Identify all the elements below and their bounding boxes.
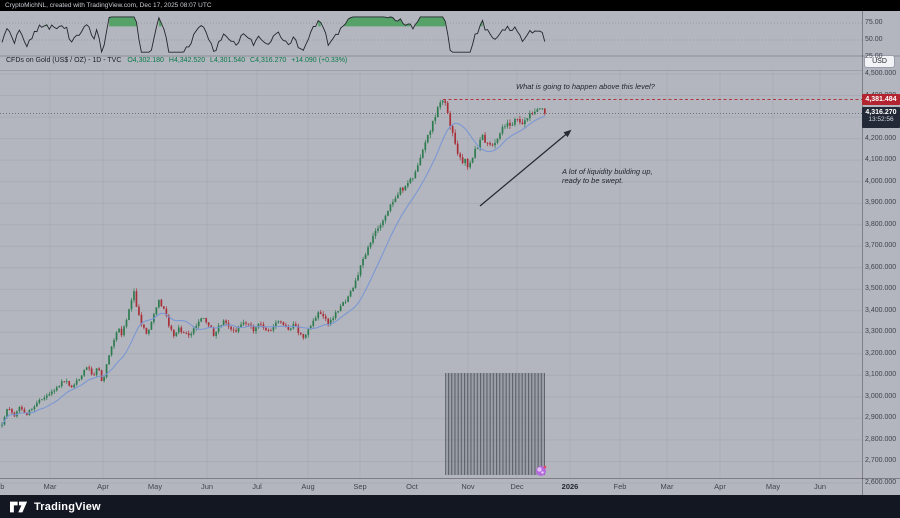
- time-tick-label: Nov: [461, 482, 475, 491]
- time-tick-label: Apr: [97, 482, 109, 491]
- price-tick-label: 3,800.000: [865, 220, 897, 228]
- price-tick-label: 4,200.000: [865, 134, 897, 142]
- indicator-tick-label: 50.00: [865, 36, 883, 43]
- time-tick-label: Oct: [406, 482, 418, 491]
- last-price-value: 4,316.270: [865, 109, 897, 116]
- tradingview-logo-text: TradingView: [34, 500, 101, 513]
- tradingview-logo[interactable]: TradingView: [10, 500, 101, 514]
- price-tick-label: 2,700.000: [865, 457, 897, 465]
- symbol-title[interactable]: CFDs on Gold (US$ / OZ) - 1D - TVC: [6, 57, 122, 64]
- attribution-bar: CryptoMichNL, created with TradingView.c…: [0, 0, 900, 11]
- time-tick-label: 2026: [561, 482, 579, 491]
- time-tick-label: May: [147, 482, 163, 491]
- price-tick-label: 3,200.000: [865, 349, 897, 357]
- time-tick-label: Jun: [813, 482, 827, 491]
- price-tick-label: 3,600.000: [865, 263, 897, 271]
- price-tick-label: 2,900.000: [865, 414, 897, 422]
- price-tick-label: 3,100.000: [865, 371, 897, 379]
- ohlc-low: L4,301.540: [210, 57, 246, 64]
- price-tick-label: 4,100.000: [865, 156, 897, 164]
- indicator-tick-label: 75.00: [865, 19, 883, 26]
- time-tick-label: Feb: [0, 482, 5, 491]
- time-tick-label: Feb: [613, 482, 627, 491]
- attribution-text: CryptoMichNL, created with TradingView.c…: [5, 2, 212, 9]
- time-tick-label: Jul: [252, 482, 262, 491]
- symbol-legend[interactable]: CFDs on Gold (US$ / OZ) - 1D - TVC O4,30…: [6, 57, 350, 64]
- indicator-tick-label: 25.00: [865, 53, 883, 60]
- price-tick-label: 3,500.000: [865, 285, 897, 293]
- price-tick-label: 3,000.000: [865, 392, 897, 400]
- time-axis[interactable]: Feb Mar Apr May Jun Jul Aug Sep Oct Nov Dec 2026 Feb…: [0, 478, 862, 495]
- price-tick-label: 3,900.000: [865, 199, 897, 207]
- sticker-icon[interactable]: [536, 465, 547, 476]
- tradingview-logo-icon: [10, 501, 28, 512]
- ohlc-open: O4,302.180: [127, 57, 164, 64]
- price-tick-label: 4,500.000: [865, 70, 897, 77]
- annotation-question[interactable]: What is going to happen above this level…: [516, 82, 655, 91]
- resistance-price-label[interactable]: 4,381.484: [862, 94, 900, 105]
- ohlc-high: H4,342.520: [168, 57, 206, 64]
- footer-bar: TradingView: [0, 495, 900, 518]
- ohlc-change: +14.090 (+0.33%): [291, 57, 348, 64]
- price-tick-label: 3,700.000: [865, 242, 897, 250]
- liquidity-box[interactable]: [445, 373, 545, 475]
- time-tick-label: Mar: [43, 482, 57, 491]
- annotation-liquidity[interactable]: A lot of liquidity building up, ready to…: [562, 167, 653, 185]
- rsi-line[interactable]: [1, 16, 546, 54]
- last-price-label[interactable]: 4,316.270 13:52:56: [862, 107, 900, 128]
- time-tick-label: May: [765, 482, 781, 491]
- time-tick-label: Aug: [301, 482, 315, 491]
- time-tick-label: Jun: [200, 482, 214, 491]
- time-tick-label: Apr: [714, 482, 726, 491]
- price-tick-label: 3,400.000: [865, 306, 897, 314]
- time-tick-label: Sep: [353, 482, 367, 491]
- currency-button[interactable]: USD: [864, 55, 895, 68]
- bar-countdown: 13:52:56: [868, 116, 894, 123]
- time-tick-label: Mar: [660, 482, 674, 491]
- time-tick-label: Dec: [510, 482, 524, 491]
- price-tick-label: 2,600.000: [865, 478, 897, 486]
- ohlc-close: C4,316.270: [250, 57, 287, 64]
- moving-average-line[interactable]: [1, 115, 545, 425]
- price-tick-label: 2,800.000: [865, 435, 897, 443]
- price-tick-label: 3,300.000: [865, 328, 897, 336]
- price-tick-label: 4,000.000: [865, 177, 897, 185]
- trend-arrow[interactable]: [479, 129, 572, 207]
